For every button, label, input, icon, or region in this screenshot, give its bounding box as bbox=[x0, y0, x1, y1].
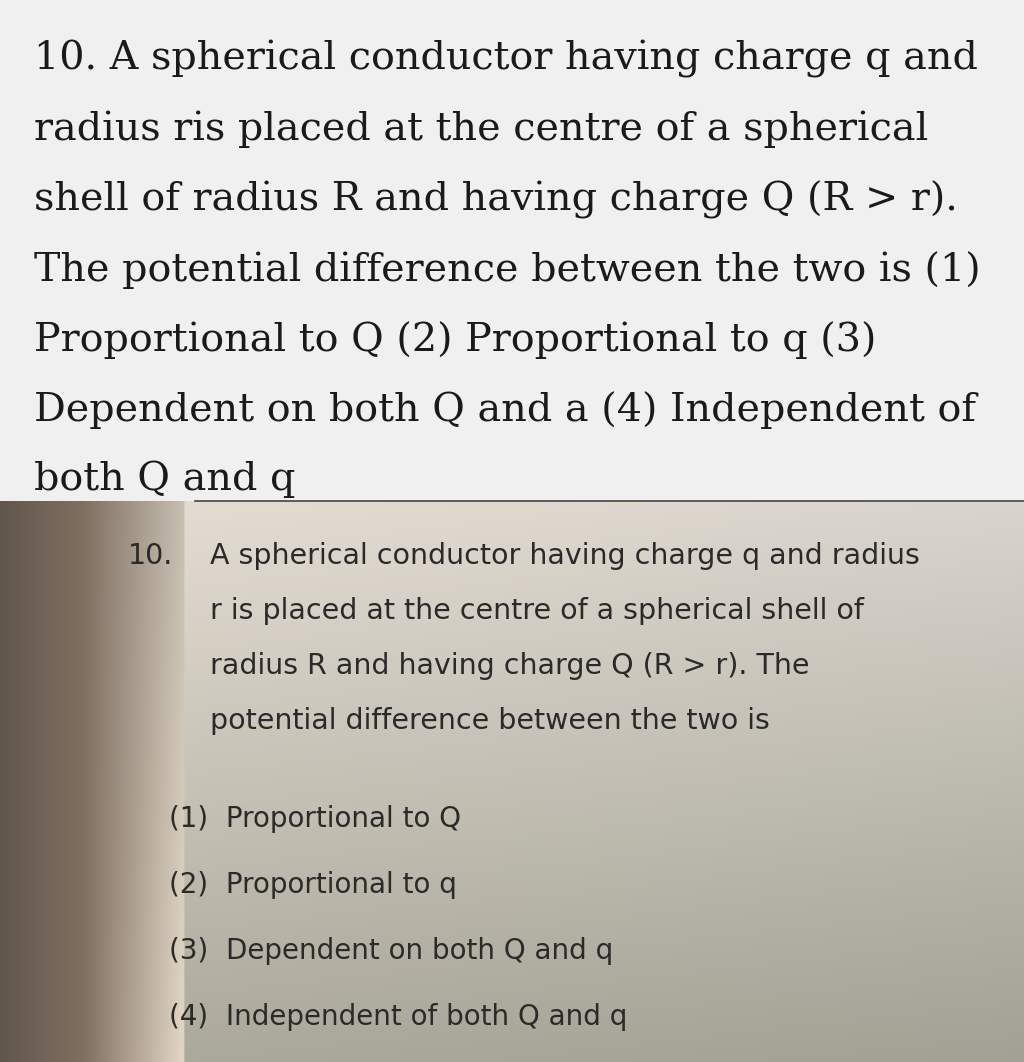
Text: A spherical conductor having charge q and radius: A spherical conductor having charge q an… bbox=[210, 542, 920, 569]
Text: radius ris placed at the centre of a spherical: radius ris placed at the centre of a sph… bbox=[34, 110, 928, 148]
Text: potential difference between the two is: potential difference between the two is bbox=[210, 707, 770, 735]
Text: 10. A spherical conductor having charge q and: 10. A spherical conductor having charge … bbox=[34, 40, 978, 79]
Text: shell of radius R and having charge Q (R > r).: shell of radius R and having charge Q (R… bbox=[34, 181, 957, 219]
Text: Proportional to Q (2) Proportional to q (3): Proportional to Q (2) Proportional to q … bbox=[34, 321, 877, 359]
Text: r is placed at the centre of a spherical shell of: r is placed at the centre of a spherical… bbox=[210, 597, 864, 624]
Bar bbox=[0, 0, 1024, 501]
Text: (2)  Proportional to q: (2) Proportional to q bbox=[169, 871, 457, 898]
Text: The potential difference between the two is (1): The potential difference between the two… bbox=[34, 251, 980, 289]
Text: (4)  Independent of both Q and q: (4) Independent of both Q and q bbox=[169, 1003, 628, 1030]
Text: 10.: 10. bbox=[128, 542, 173, 569]
Text: Dependent on both Q and a (4) Independent of: Dependent on both Q and a (4) Independen… bbox=[34, 391, 976, 429]
Text: (3)  Dependent on both Q and q: (3) Dependent on both Q and q bbox=[169, 937, 613, 964]
Text: both Q and q: both Q and q bbox=[34, 461, 295, 498]
Text: (1)  Proportional to Q: (1) Proportional to Q bbox=[169, 805, 461, 833]
Text: radius R and having charge Q (R > r). The: radius R and having charge Q (R > r). Th… bbox=[210, 652, 809, 680]
